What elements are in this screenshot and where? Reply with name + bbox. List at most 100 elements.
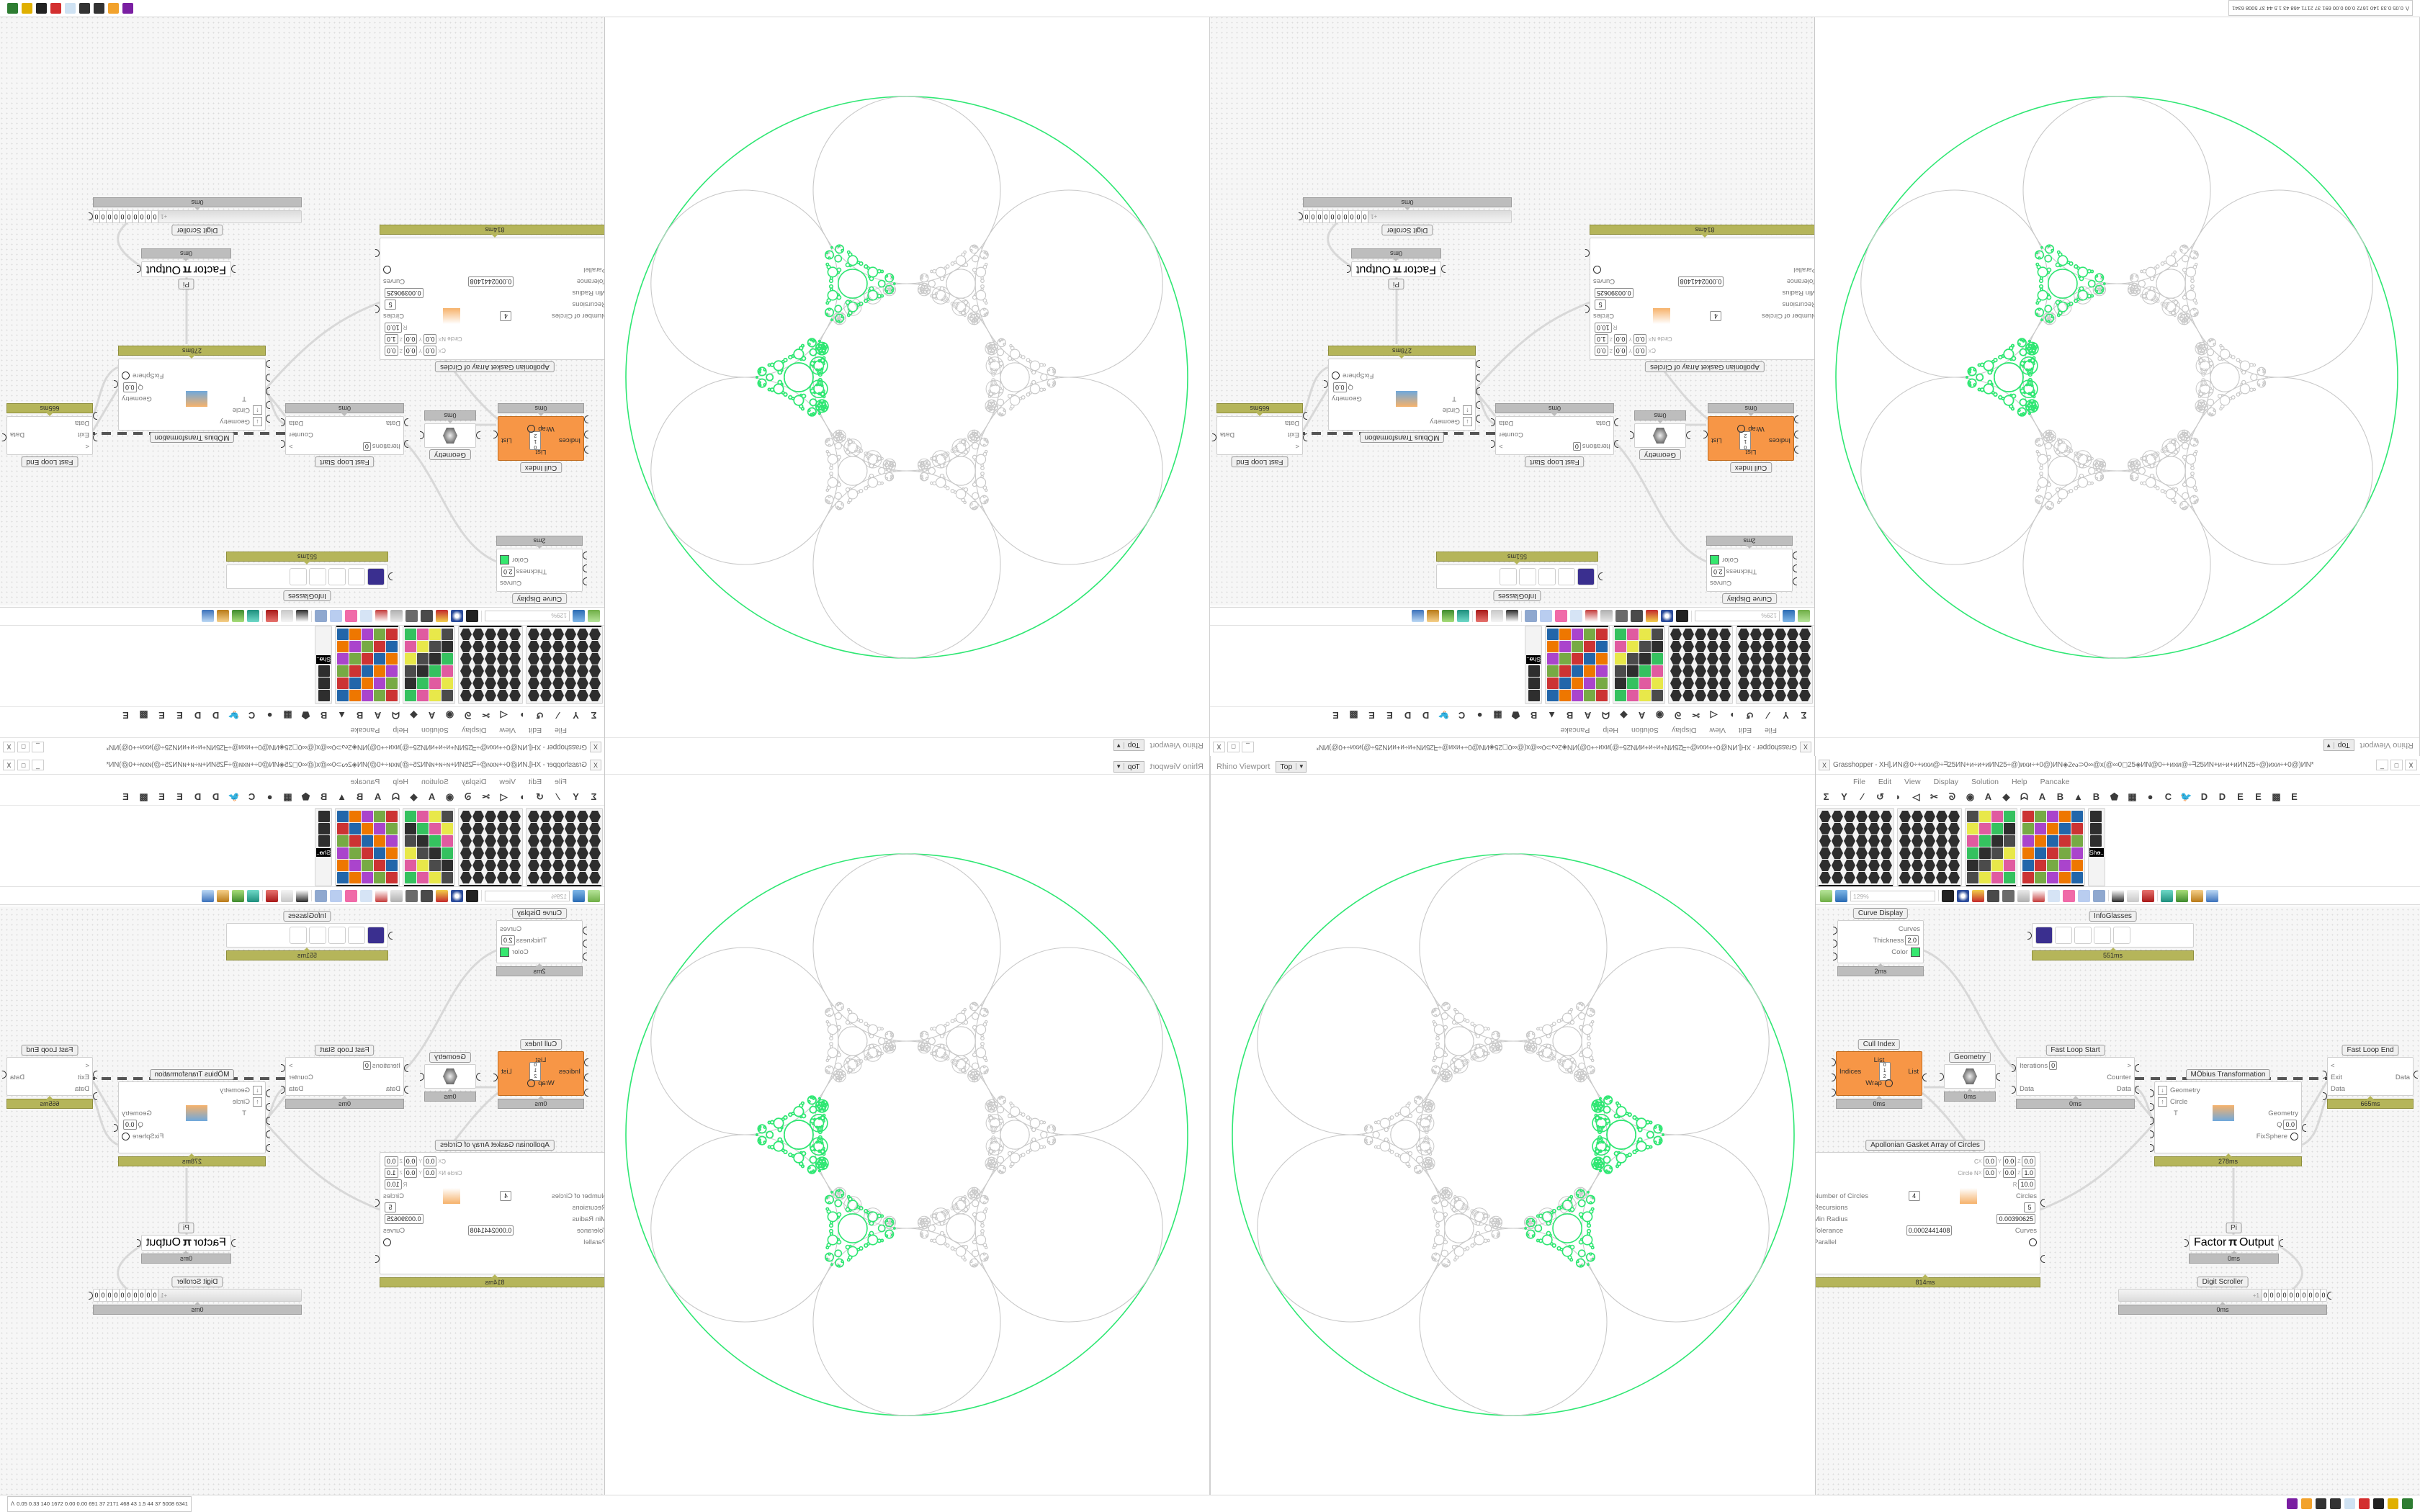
ribbon-tab-23[interactable]: E bbox=[176, 710, 183, 721]
fit-view-icon[interactable] bbox=[1942, 889, 1954, 902]
input-port[interactable] bbox=[266, 401, 270, 409]
ribbon-component-icon[interactable] bbox=[1844, 860, 1855, 871]
ribbon-component-icon[interactable] bbox=[337, 678, 349, 689]
red-badge-icon[interactable] bbox=[50, 3, 61, 14]
output-port[interactable] bbox=[2040, 1255, 2045, 1263]
param-value[interactable]: 4 bbox=[500, 1191, 512, 1201]
ribbon-component-icon[interactable] bbox=[589, 653, 601, 665]
ribbon-tab-7[interactable]: ᘐ bbox=[464, 710, 472, 721]
notes-icon[interactable] bbox=[1585, 610, 1597, 623]
ribbon-component-icon[interactable] bbox=[386, 653, 398, 665]
lasso-icon[interactable] bbox=[328, 568, 346, 585]
input-port[interactable] bbox=[1793, 552, 1797, 559]
ribbon-tab-25[interactable]: ▩ bbox=[139, 791, 148, 802]
param-value[interactable]: 4 bbox=[1908, 1191, 1920, 1201]
ribbon-component-icon[interactable] bbox=[540, 823, 552, 834]
ribbon-component-icon[interactable] bbox=[1547, 629, 1559, 640]
close-button[interactable]: X bbox=[3, 742, 15, 752]
color-swatch[interactable] bbox=[500, 947, 509, 957]
ribbon-component-icon[interactable] bbox=[497, 690, 508, 701]
digit-cell[interactable]: 0 bbox=[145, 1290, 152, 1301]
output-port[interactable] bbox=[1491, 440, 1495, 448]
ribbon-component-icon[interactable] bbox=[429, 811, 441, 822]
output-port[interactable] bbox=[1324, 380, 1328, 388]
ribbon-tab-17[interactable]: ▦ bbox=[283, 791, 292, 802]
gha-icon[interactable] bbox=[1600, 610, 1613, 623]
component-fast_loop_end[interactable]: Fast Loop End < Exit Data Data 665ms bbox=[2, 1045, 97, 1109]
rendered-icon[interactable] bbox=[266, 610, 278, 623]
digit-cell[interactable]: 0 bbox=[120, 1290, 126, 1301]
ribbon-component-icon[interactable] bbox=[429, 835, 441, 847]
coord-value[interactable]: 0.0 bbox=[403, 1156, 418, 1166]
input-port[interactable] bbox=[93, 1092, 97, 1100]
coord-value[interactable]: 0.0 bbox=[2002, 1168, 2017, 1178]
ribbon-component-icon[interactable] bbox=[1707, 690, 1718, 701]
maximize-button[interactable]: □ bbox=[2390, 760, 2403, 770]
ribbon-tab-7[interactable]: ᘐ bbox=[464, 791, 472, 802]
ribbon-component-icon[interactable] bbox=[1856, 847, 1868, 859]
ribbon-component-icon[interactable] bbox=[386, 823, 398, 834]
component-fast_loop_start[interactable]: Fast Loop Start Iterations0> Counter Dat… bbox=[281, 403, 408, 467]
ribbon-component-icon[interactable] bbox=[1787, 641, 1798, 652]
ribbon-component-icon[interactable] bbox=[1652, 678, 1663, 689]
ribbon-component-icon[interactable] bbox=[417, 835, 429, 847]
ribbon-component-icon[interactable] bbox=[2022, 823, 2034, 834]
ribbon-component-icon[interactable] bbox=[318, 811, 330, 822]
ribbon-component-icon[interactable] bbox=[460, 860, 472, 871]
ribbon-component-icon[interactable] bbox=[1738, 641, 1749, 652]
ribbon-component-icon[interactable] bbox=[1775, 629, 1786, 640]
ribbon-tab-15[interactable]: B bbox=[320, 710, 328, 721]
ribbon-component-icon[interactable] bbox=[540, 678, 552, 689]
ribbon-component-icon[interactable] bbox=[472, 847, 484, 859]
fixsphere-toggle[interactable] bbox=[1332, 372, 1340, 380]
zoom-level-input[interactable]: 129% bbox=[485, 611, 570, 622]
ribbon-component-icon[interactable] bbox=[386, 872, 398, 883]
ribbon-component-icon[interactable] bbox=[362, 665, 373, 677]
ribbon-component-icon[interactable] bbox=[1899, 823, 1911, 834]
ribbon-component-icon[interactable] bbox=[1844, 847, 1855, 859]
ribbon-component-icon[interactable] bbox=[1528, 690, 1540, 701]
ribbon-tab-25[interactable]: ▩ bbox=[1349, 710, 1358, 721]
ribbon-component-icon[interactable] bbox=[1670, 678, 1682, 689]
ribbon-component-icon[interactable] bbox=[552, 641, 564, 652]
component-body[interactable] bbox=[420, 1064, 480, 1089]
ribbon-component-icon[interactable] bbox=[1799, 665, 1811, 677]
ribbon-component-icon[interactable] bbox=[2047, 872, 2058, 883]
search-icon[interactable] bbox=[360, 889, 372, 902]
ribbon-component-icon[interactable] bbox=[460, 811, 472, 822]
digit-cell[interactable]: 0 bbox=[1355, 211, 1362, 222]
maximize-button[interactable]: □ bbox=[17, 742, 30, 752]
ribbon-component-icon[interactable] bbox=[429, 629, 441, 640]
input-port[interactable] bbox=[2012, 1064, 2016, 1072]
coord-value[interactable]: 0.0 bbox=[423, 1156, 437, 1166]
ribbon-component-icon[interactable] bbox=[565, 860, 576, 871]
input-port[interactable] bbox=[584, 1074, 588, 1081]
component-body[interactable] bbox=[1436, 564, 1603, 589]
ribbon-component-icon[interactable] bbox=[1652, 653, 1663, 665]
balloon-icon[interactable] bbox=[1540, 610, 1552, 623]
ribbon-component-icon[interactable] bbox=[1799, 690, 1811, 701]
ribbon-component-icon[interactable] bbox=[1775, 641, 1786, 652]
stack-icon[interactable] bbox=[1519, 568, 1536, 585]
notepad-icon[interactable] bbox=[65, 3, 76, 14]
ribbon-component-icon[interactable] bbox=[552, 811, 564, 822]
ribbon-component-icon[interactable] bbox=[349, 847, 361, 859]
ribbon-component-icon[interactable] bbox=[1819, 835, 1831, 847]
ribbon-tab-16[interactable]: ⬟ bbox=[301, 791, 310, 802]
ribbon-component-icon[interactable] bbox=[1856, 835, 1868, 847]
input-port[interactable] bbox=[231, 265, 236, 273]
ribbon-component-icon[interactable] bbox=[1584, 629, 1595, 640]
ribbon-component-icon[interactable] bbox=[1719, 690, 1731, 701]
ribbon-component-icon[interactable] bbox=[1682, 653, 1694, 665]
digit-cell[interactable]: 0 bbox=[2287, 1290, 2294, 1301]
ribbon-component-icon[interactable] bbox=[1832, 811, 1843, 822]
ribbon-component-icon[interactable] bbox=[565, 872, 576, 883]
color-swatch[interactable] bbox=[1710, 555, 1719, 565]
output-port[interactable] bbox=[2302, 1124, 2306, 1132]
ribbon-component-icon[interactable] bbox=[2047, 823, 2058, 834]
ribbon-component-icon[interactable] bbox=[1750, 690, 1762, 701]
ribbon-component-icon[interactable] bbox=[497, 811, 508, 822]
ribbon-component-icon[interactable] bbox=[1596, 665, 1608, 677]
